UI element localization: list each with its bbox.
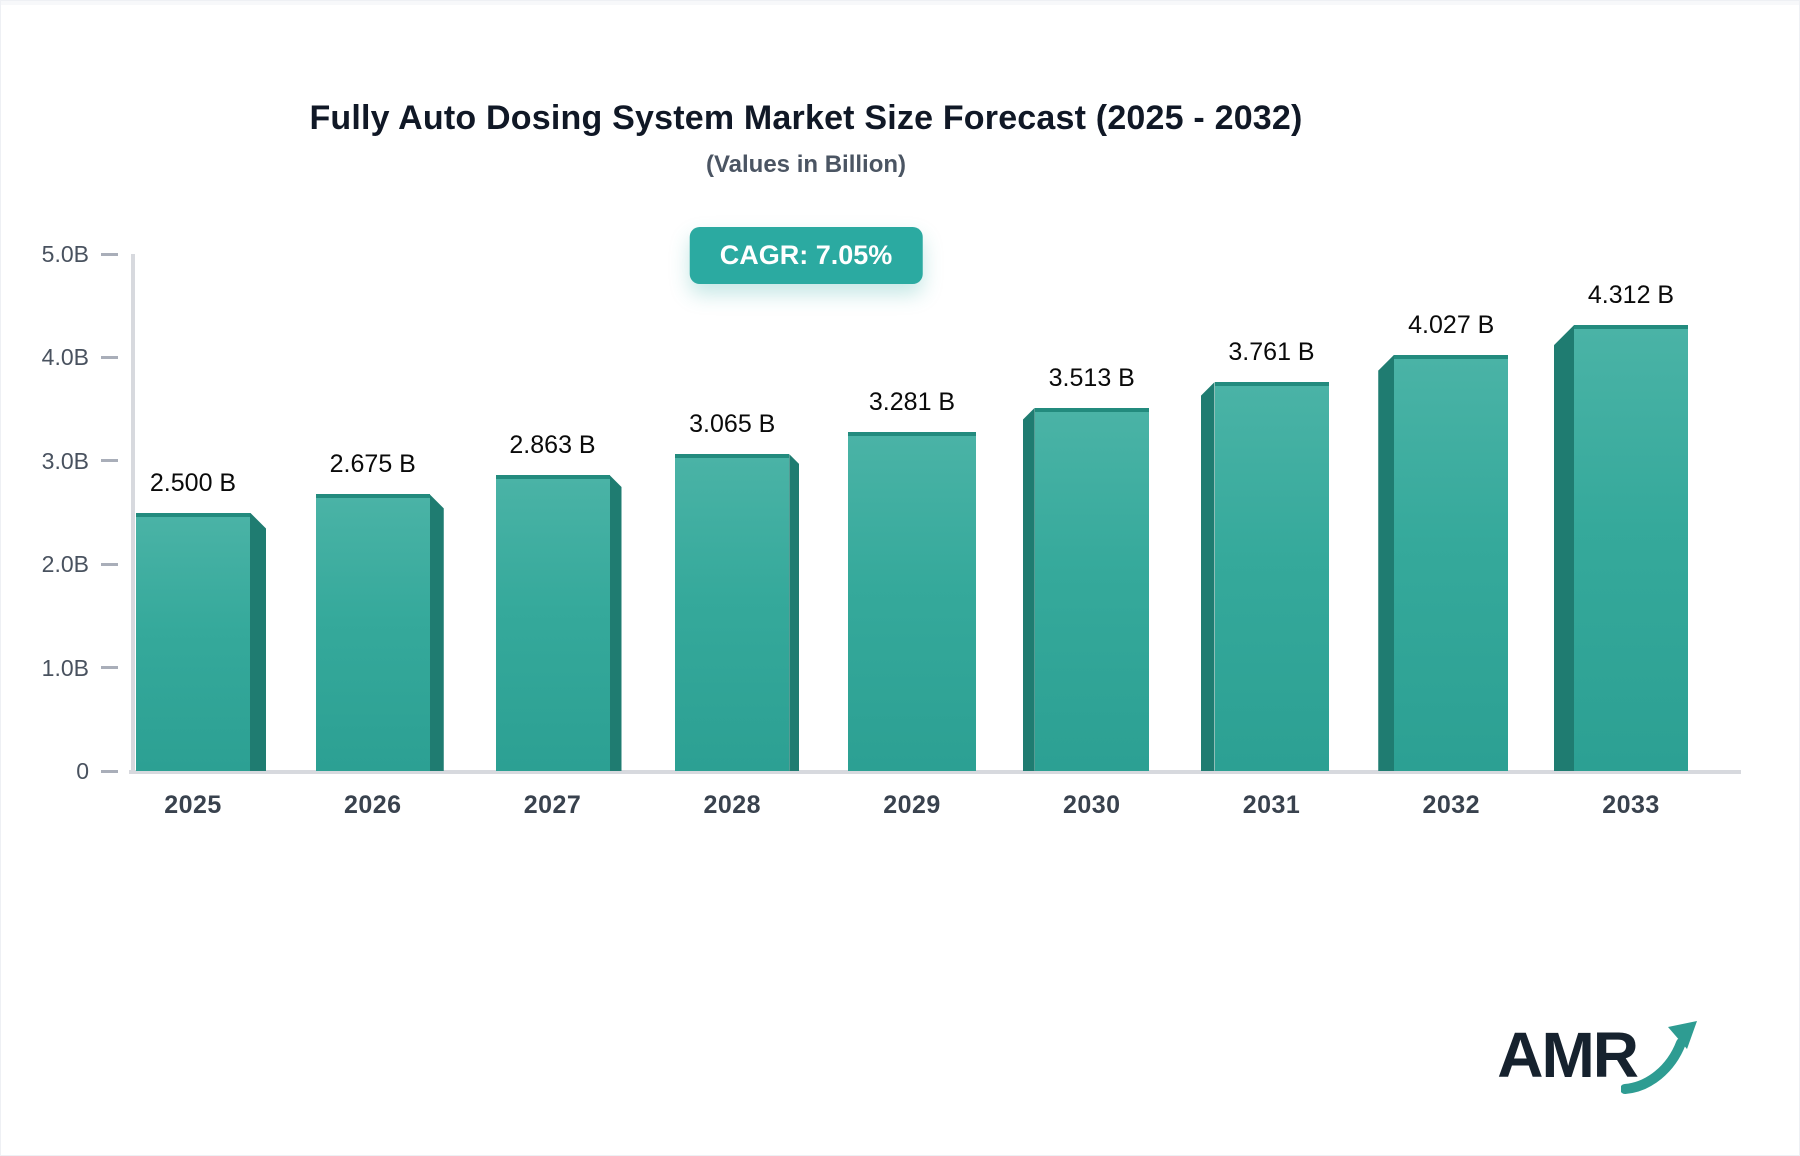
y-tick-label: 1.0B	[41, 654, 89, 681]
amr-logo: AMR	[1497, 1019, 1699, 1099]
bar-side-2030	[1022, 407, 1035, 771]
y-tick-2.0B	[101, 562, 118, 566]
chart-subtitle: (Values in Billion)	[705, 151, 907, 178]
y-tick-label: 2.0B	[41, 551, 89, 578]
y-tick-label: 3.0B	[41, 447, 89, 474]
bar-value-2025: 2.500 B	[149, 468, 237, 497]
x-tick-2027: 2027	[523, 791, 582, 819]
bar-value-2027: 2.863 B	[509, 430, 596, 459]
y-tick-1.0B	[101, 666, 118, 670]
bar-2031	[1214, 382, 1329, 771]
bar-side-2031	[1200, 382, 1215, 771]
bar-side-2025	[250, 512, 266, 771]
bar-value-2029: 3.281 B	[868, 387, 956, 416]
bar-value-2026: 2.675 B	[329, 450, 416, 479]
bar-2030	[1034, 407, 1149, 771]
bar-side-2026	[429, 494, 444, 771]
y-tick-label: 5.0B	[41, 241, 89, 267]
bar-2029	[848, 431, 976, 771]
bar-side-2032	[1378, 354, 1395, 771]
bar-2028	[675, 454, 790, 771]
x-tick-2029: 2029	[883, 791, 941, 819]
cagr-badge: CAGR: 7.05%	[689, 227, 923, 284]
bar-2032	[1394, 354, 1509, 771]
bar-2026	[315, 494, 430, 771]
chart-title: Fully Auto Dosing System Market Size For…	[309, 99, 1303, 137]
y-tick-label: 0	[76, 758, 89, 784]
bar-side-2028	[789, 454, 800, 771]
bar-side-2033	[1554, 325, 1574, 771]
x-tick-2033: 2033	[1602, 791, 1660, 819]
bar-2033	[1574, 325, 1688, 771]
bar-value-2031: 3.761 B	[1228, 338, 1315, 367]
x-tick-2025: 2025	[164, 791, 222, 819]
x-tick-2028: 2028	[703, 791, 762, 819]
bar-value-2028: 3.065 B	[689, 410, 776, 439]
top-border-strip	[1, 1, 1799, 5]
bar-side-2027	[609, 474, 622, 771]
y-tick-5.0B	[101, 252, 118, 256]
y-axis-line	[131, 254, 135, 773]
y-tick-0	[101, 769, 118, 773]
bar-value-2032: 4.027 B	[1408, 310, 1495, 339]
bar-2025	[136, 512, 250, 771]
x-tick-2026: 2026	[343, 791, 402, 819]
bar-2027	[495, 474, 610, 771]
bar-value-2030: 3.513 B	[1048, 363, 1135, 392]
x-tick-2032: 2032	[1422, 791, 1481, 819]
y-tick-label: 4.0B	[41, 344, 89, 371]
y-tick-4.0B	[101, 355, 118, 359]
bar-value-2033: 4.312 B	[1587, 281, 1675, 310]
y-tick-3.0B	[101, 459, 118, 463]
x-tick-2031: 2031	[1242, 791, 1301, 819]
x-axis-line	[129, 770, 1741, 774]
trend-up-arrow-icon	[1621, 1021, 1697, 1094]
x-tick-2030: 2030	[1062, 791, 1121, 819]
amr-logo-text: AMR	[1497, 1019, 1639, 1091]
